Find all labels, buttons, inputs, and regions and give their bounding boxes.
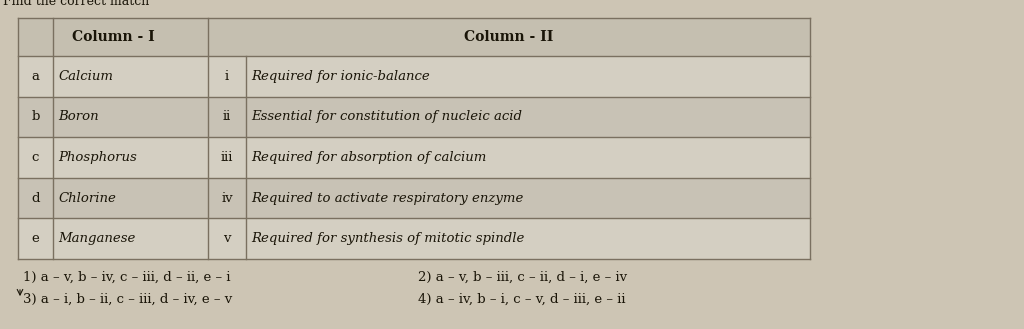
Text: i: i: [225, 70, 229, 83]
Text: d: d: [32, 191, 40, 205]
Bar: [18, 97, 810, 137]
Text: iv: iv: [221, 191, 232, 205]
Text: c: c: [32, 151, 39, 164]
Text: v: v: [223, 232, 230, 245]
Text: Required for synthesis of mitotic spindle: Required for synthesis of mitotic spindl…: [251, 232, 524, 245]
Bar: [18, 218, 810, 259]
Text: 4) a – iv, b – i, c – v, d – iii, e – ii: 4) a – iv, b – i, c – v, d – iii, e – ii: [418, 293, 626, 306]
Text: Phosphorus: Phosphorus: [58, 151, 137, 164]
Text: Find the correct match: Find the correct match: [3, 0, 150, 8]
Text: Chlorine: Chlorine: [58, 191, 116, 205]
Text: Column - I: Column - I: [72, 30, 155, 44]
Bar: [18, 178, 810, 218]
Text: b: b: [32, 111, 40, 123]
Text: Required to activate respiratory enzyme: Required to activate respiratory enzyme: [251, 191, 523, 205]
Text: Required for ionic-balance: Required for ionic-balance: [251, 70, 430, 83]
Bar: [18, 137, 810, 178]
Text: Essential for constitution of nucleic acid: Essential for constitution of nucleic ac…: [251, 111, 522, 123]
Text: Manganese: Manganese: [58, 232, 135, 245]
Text: 2) a – v, b – iii, c – ii, d – i, e – iv: 2) a – v, b – iii, c – ii, d – i, e – iv: [418, 271, 628, 284]
Text: Required for absorption of calcium: Required for absorption of calcium: [251, 151, 486, 164]
Text: Boron: Boron: [58, 111, 98, 123]
Bar: [18, 56, 810, 97]
Text: ii: ii: [223, 111, 231, 123]
Bar: [18, 18, 810, 56]
Text: 3) a – i, b – ii, c – iii, d – iv, e – v: 3) a – i, b – ii, c – iii, d – iv, e – v: [23, 293, 232, 306]
Text: 1) a – v, b – iv, c – iii, d – ii, e – i: 1) a – v, b – iv, c – iii, d – ii, e – i: [23, 271, 230, 284]
Text: e: e: [32, 232, 39, 245]
Text: Calcium: Calcium: [58, 70, 113, 83]
Text: a: a: [32, 70, 40, 83]
Text: iii: iii: [221, 151, 233, 164]
Text: Column - II: Column - II: [464, 30, 554, 44]
Bar: [18, 18, 810, 259]
